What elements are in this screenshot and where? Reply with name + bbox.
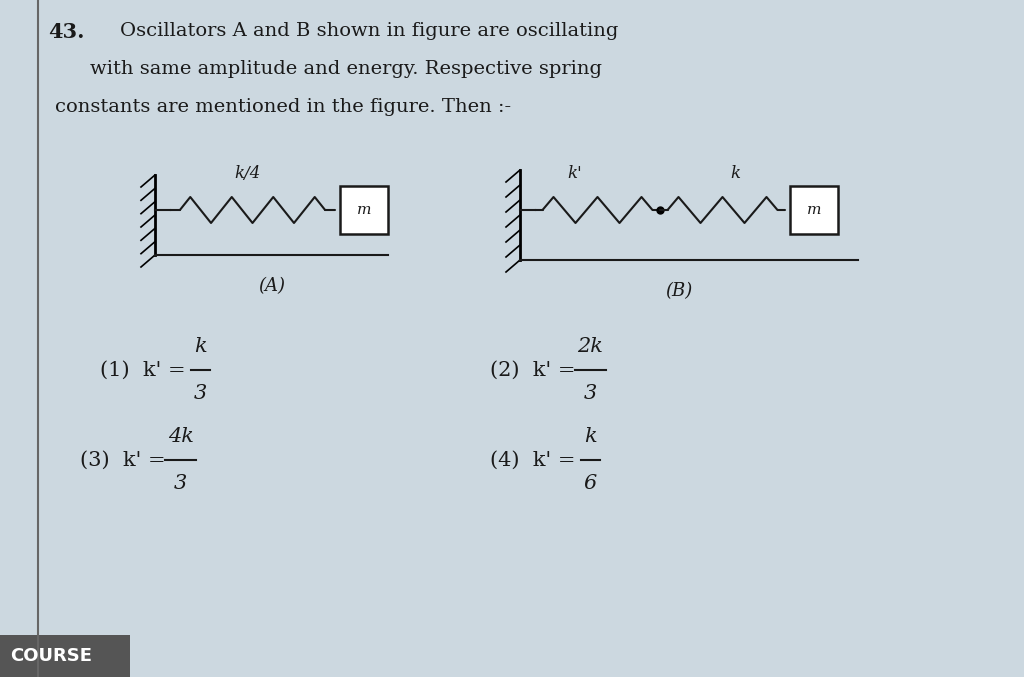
Text: k': k' <box>567 165 583 182</box>
Text: k/4: k/4 <box>234 165 261 182</box>
Text: (3)  k' =: (3) k' = <box>80 450 172 470</box>
Text: with same amplitude and energy. Respective spring: with same amplitude and energy. Respecti… <box>90 60 602 78</box>
Text: (B): (B) <box>666 282 692 300</box>
Text: Oscillators A and B shown in figure are oscillating: Oscillators A and B shown in figure are … <box>120 22 618 40</box>
Text: 4k: 4k <box>168 427 194 446</box>
Text: constants are mentioned in the figure. Then :-: constants are mentioned in the figure. T… <box>55 98 511 116</box>
Bar <box>790 186 838 234</box>
Text: k: k <box>730 165 740 182</box>
Text: k: k <box>584 427 597 446</box>
Text: 3: 3 <box>194 384 207 403</box>
Bar <box>0 635 130 677</box>
Text: k: k <box>195 337 207 356</box>
Text: 3: 3 <box>584 384 597 403</box>
Text: 2k: 2k <box>578 337 603 356</box>
Text: 43.: 43. <box>48 22 85 42</box>
Text: 6: 6 <box>584 474 597 493</box>
Text: (2)  k' =: (2) k' = <box>490 360 582 380</box>
Text: (1)  k' =: (1) k' = <box>100 360 193 380</box>
Text: (4)  k' =: (4) k' = <box>490 450 582 470</box>
Text: (A): (A) <box>258 277 285 295</box>
Bar <box>340 186 388 234</box>
Text: m: m <box>356 203 372 217</box>
Text: COURSE: COURSE <box>10 647 92 665</box>
Text: 3: 3 <box>174 474 187 493</box>
Text: m: m <box>807 203 821 217</box>
